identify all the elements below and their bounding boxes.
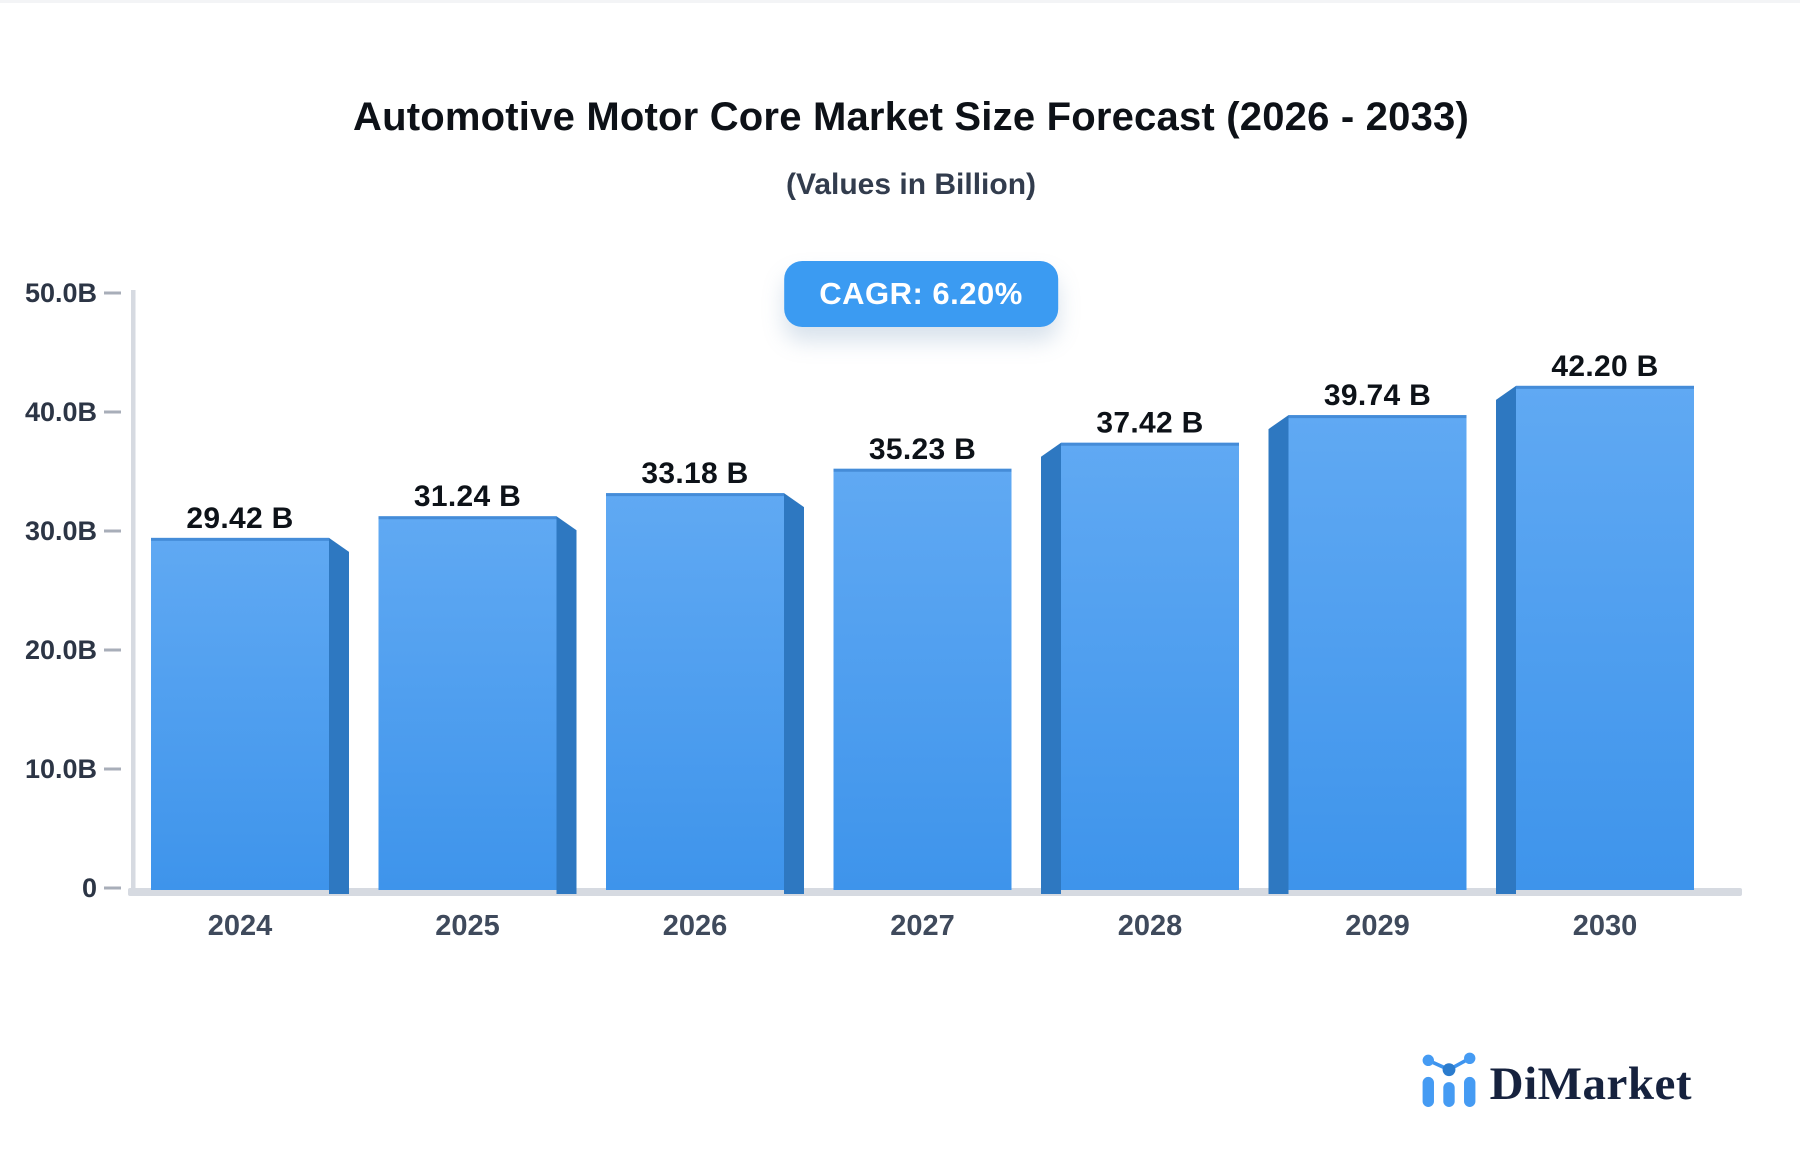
bar-side-2026 <box>784 493 804 894</box>
bar-value-label-2026: 33.18 B <box>641 457 748 490</box>
page-title: Automotive Motor Core Market Size Foreca… <box>353 95 1469 139</box>
y-axis-tick-label: 10.0B <box>25 754 97 784</box>
bar-2027 <box>833 468 1012 890</box>
chart-header: Automotive Motor Core Market Size Foreca… <box>22 3 1800 202</box>
y-axis-tick-label: 40.0B <box>25 397 97 427</box>
bar-side-2030 <box>1496 385 1516 894</box>
x-axis-label-2024: 2024 <box>208 910 273 942</box>
bar-2024 <box>151 537 329 890</box>
bar-side-2029 <box>1268 415 1289 894</box>
bar-side-2025 <box>556 516 577 894</box>
bar-2028 <box>1061 442 1239 890</box>
bar-value-label-2027: 35.23 B <box>869 433 976 466</box>
y-axis-line <box>131 290 136 896</box>
x-axis-label-2027: 2027 <box>890 910 955 942</box>
bar-line-chart-icon <box>1421 1050 1477 1108</box>
bar-value-label-2028: 37.42 B <box>1096 407 1203 440</box>
bar-value-label-2030: 42.20 B <box>1551 350 1658 383</box>
bar-2025 <box>378 516 557 890</box>
bar-value-label-2025: 31.24 B <box>414 480 521 513</box>
bar-side-2028 <box>1041 442 1061 894</box>
y-axis-tick-label: 20.0B <box>25 635 97 665</box>
bar-chart-canvas: 0 10.0B 20.0B 30.0B 40.0B 50.0B 29.42 B 2024 31.… <box>25 278 1742 942</box>
bar-side-2024 <box>329 537 349 894</box>
x-axis-label-2030: 2030 <box>1573 910 1638 942</box>
bar-2030 <box>1516 385 1694 890</box>
y-axis-tick-label: 50.0B <box>25 278 97 308</box>
y-axis-tick-label: 0 <box>82 873 97 903</box>
x-axis-label-2028: 2028 <box>1118 910 1183 942</box>
x-axis-label-2025: 2025 <box>435 910 500 942</box>
bar-2029 <box>1288 415 1467 890</box>
logo-text: DiMarket <box>1489 1058 1692 1110</box>
cagr-badge: CAGR: 6.20% <box>784 261 1058 327</box>
bar-value-label-2024: 29.42 B <box>186 502 293 535</box>
bar-value-label-2029: 39.74 B <box>1324 379 1431 412</box>
bar-2026 <box>606 493 784 890</box>
y-axis-tick-label: 30.0B <box>25 516 97 546</box>
x-axis-label-2029: 2029 <box>1345 910 1410 942</box>
dimarket-logo-link[interactable]: DiMarket <box>1421 1050 1692 1108</box>
x-axis-label-2026: 2026 <box>663 910 728 942</box>
page-subtitle: (Values in Billion) <box>785 168 1037 201</box>
